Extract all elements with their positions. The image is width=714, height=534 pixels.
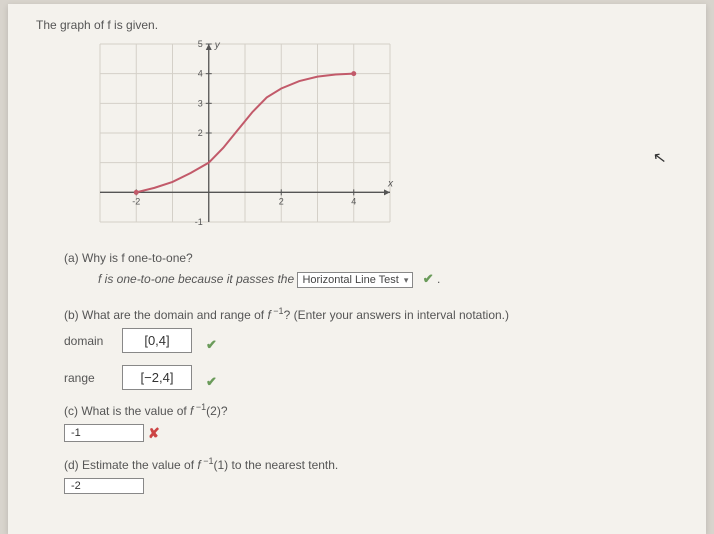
question-a: (a) Why is f one-to-one? bbox=[64, 251, 686, 265]
range-row: range [−2,4] ✔ bbox=[64, 365, 686, 390]
finv-b: f −1 bbox=[267, 308, 283, 322]
c-prompt-pre: (c) What is the value of bbox=[64, 404, 190, 418]
svg-text:-1: -1 bbox=[195, 217, 203, 226]
page-title: The graph of f is given. bbox=[36, 18, 686, 32]
svg-text:4: 4 bbox=[198, 69, 203, 79]
d-prompt-post: to the nearest tenth. bbox=[228, 458, 338, 472]
svg-text:-2: -2 bbox=[132, 196, 140, 206]
svg-text:2: 2 bbox=[198, 128, 203, 138]
svg-text:3: 3 bbox=[198, 98, 203, 108]
range-input[interactable]: [−2,4] bbox=[122, 365, 192, 390]
question-b: (b) What are the domain and range of f −… bbox=[64, 306, 686, 322]
domain-label: domain bbox=[64, 334, 122, 348]
answer-d-row: -2 bbox=[64, 478, 686, 494]
finv-c: f −1(2) bbox=[190, 404, 221, 418]
check-icon: ✔ bbox=[206, 337, 217, 353]
svg-text:x: x bbox=[387, 178, 394, 189]
domain-input[interactable]: [0,4] bbox=[122, 328, 192, 353]
check-icon: ✔ bbox=[206, 374, 217, 390]
answer-a-prefix: f is one-to-one because it passes the bbox=[98, 272, 297, 286]
cross-icon: ✘ bbox=[148, 425, 160, 442]
svg-text:4: 4 bbox=[351, 196, 356, 206]
worksheet-page: The graph of f is given. -2 2 4 2 3 4 5 -1 x y (a… bbox=[8, 4, 706, 534]
answer-c-row: -1 ✘ bbox=[64, 424, 686, 442]
b-prompt-pre: (b) What are the domain and range of bbox=[64, 308, 267, 322]
header-text: The graph of f is given. bbox=[36, 18, 158, 32]
svg-text:2: 2 bbox=[279, 196, 284, 206]
graph-container: -2 2 4 2 3 4 5 -1 x y bbox=[96, 40, 686, 231]
c-input[interactable]: -1 bbox=[64, 424, 144, 442]
svg-text:5: 5 bbox=[198, 40, 203, 49]
graph-svg: -2 2 4 2 3 4 5 -1 x y bbox=[96, 40, 394, 226]
question-d: (d) Estimate the value of f −1(1) to the… bbox=[64, 456, 686, 472]
cursor-icon: ↖ bbox=[651, 147, 667, 169]
question-c: (c) What is the value of f −1(2)? bbox=[64, 402, 686, 418]
check-icon: ✔ bbox=[423, 271, 434, 287]
range-label: range bbox=[64, 371, 122, 385]
dropdown-a[interactable]: Horizontal Line Test ▾ bbox=[297, 272, 413, 288]
svg-text:y: y bbox=[214, 40, 221, 51]
d-input[interactable]: -2 bbox=[64, 478, 144, 494]
dropdown-a-value: Horizontal Line Test bbox=[302, 274, 398, 286]
d-prompt-pre: (d) Estimate the value of bbox=[64, 458, 197, 472]
finv-d: f −1(1) bbox=[197, 458, 228, 472]
chevron-down-icon: ▾ bbox=[404, 275, 409, 286]
domain-row: domain [0,4] ✔ bbox=[64, 328, 686, 353]
period: . bbox=[437, 272, 440, 286]
c-qmark: ? bbox=[221, 404, 228, 418]
answer-a: f is one-to-one because it passes the Ho… bbox=[98, 271, 686, 288]
b-prompt-post: ? (Enter your answers in interval notati… bbox=[284, 308, 509, 322]
